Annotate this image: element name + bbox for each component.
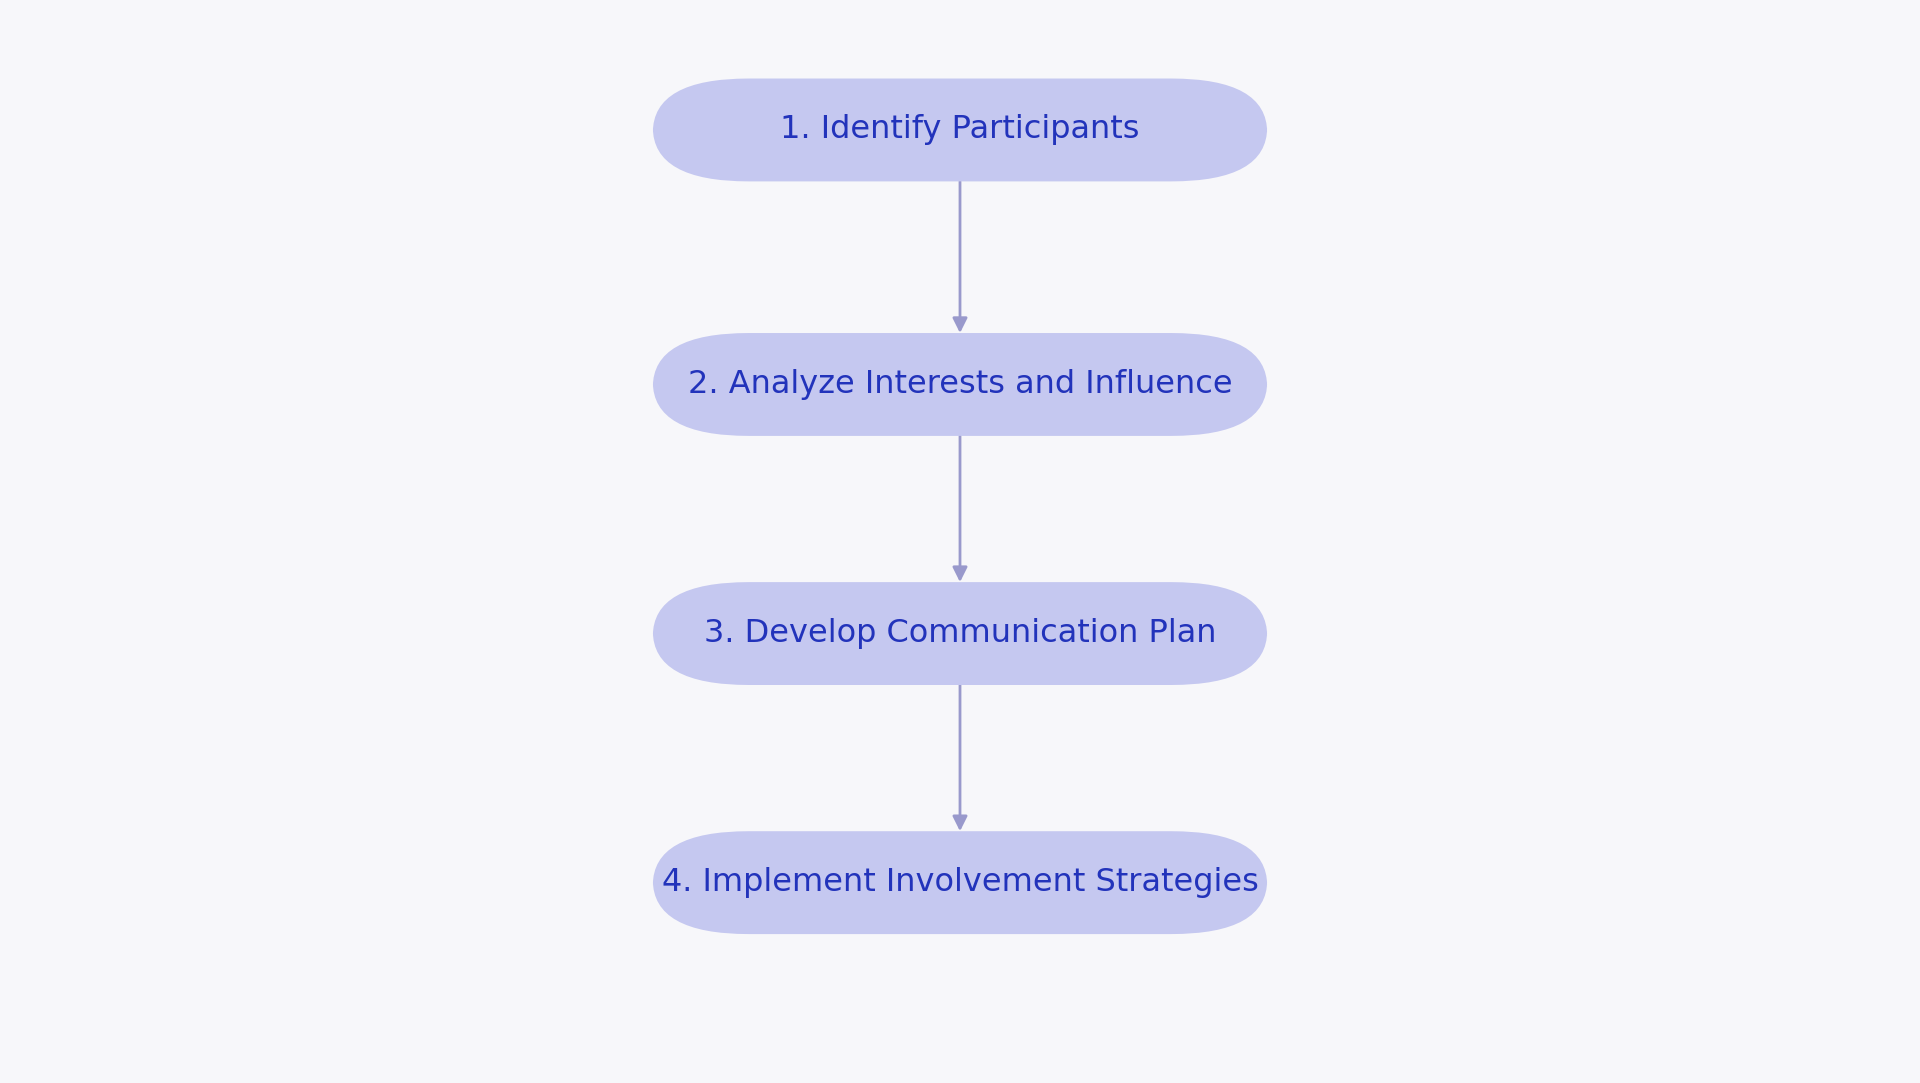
FancyBboxPatch shape — [653, 334, 1267, 435]
FancyBboxPatch shape — [653, 79, 1267, 182]
FancyBboxPatch shape — [653, 832, 1267, 934]
Text: 1. Identify Participants: 1. Identify Participants — [780, 115, 1140, 145]
Text: 4. Implement Involvement Strategies: 4. Implement Involvement Strategies — [662, 867, 1258, 898]
FancyBboxPatch shape — [653, 583, 1267, 686]
Text: 3. Develop Communication Plan: 3. Develop Communication Plan — [705, 618, 1215, 649]
Text: 2. Analyze Interests and Influence: 2. Analyze Interests and Influence — [687, 369, 1233, 400]
